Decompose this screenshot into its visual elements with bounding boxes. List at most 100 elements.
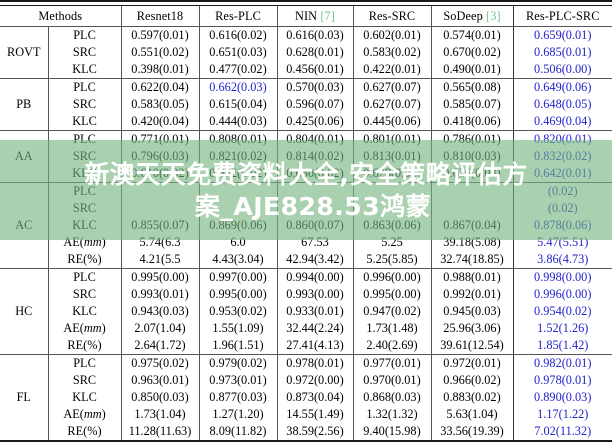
table-cell: 0.506(0.00) [512, 61, 612, 79]
table-cell: 0.970(0.01) [352, 372, 431, 389]
table-cell: 1.85(1.42) [512, 337, 612, 355]
table-cell: 0.883(0.02) [430, 389, 513, 406]
table-cell: 0.954(0.02) [512, 303, 612, 320]
table-cell: 1.55(1.09) [198, 320, 277, 337]
table-cell: 4.21(5.5 [139, 252, 181, 267]
table-cell: 4.43(3.04) [198, 251, 277, 269]
table-cell: 5.74(6.3 [139, 235, 181, 250]
table-cell: 0.972(0.00) [276, 372, 353, 389]
metric-label: SRC [48, 44, 122, 61]
metric-label: RE(%) [48, 337, 122, 355]
table-cell [352, 200, 431, 217]
table-cell: 0.821(0.02) [198, 148, 277, 165]
table-cell: 0.850(0.03) [131, 390, 189, 405]
table-cell: 0.855(0.07) [131, 218, 189, 233]
table-cell: 0.813(0.01) [352, 148, 431, 165]
table-cell: 2.40(2.69) [352, 337, 431, 355]
table-cell: 0.878(0.06) [512, 217, 612, 234]
table-row: KLC 0.398(0.01) 0.477(0.02) 0.456(0.01) 0.42… [0, 61, 612, 79]
table-cell: 0.649(0.06) [512, 78, 612, 96]
table-cell: 27.41(4.13) [276, 337, 353, 355]
table-cell: 0.469(0.04) [512, 113, 612, 131]
table-cell: 0.615(0.04) [198, 96, 277, 113]
table-cell: 0.947(0.02) [352, 303, 431, 320]
group-label-hc: HC [0, 268, 49, 355]
table-row: AC PLC (0.02) [0, 182, 612, 269]
table-row: AA PLC 0.771(0.01) 0.808(0.01) 0.804(0.01) 0.… [0, 130, 612, 183]
table-cell: 0.933(0.01) [276, 303, 353, 320]
table-header-row: Methods Resnet18 Res-PLC NIN [7] Res-SRC SoDe… [0, 5, 612, 27]
table-cell: 0.877(0.03) [198, 389, 277, 406]
metric-label: SRC [48, 148, 122, 165]
table-cell: 0.642(0.01) [512, 165, 612, 183]
table-cell: 0.597(0.01) [131, 28, 189, 43]
table-cell: 42.94(3.42) [276, 251, 353, 269]
table-cell: 0.869(0.06) [198, 217, 277, 234]
table-cell: 0.771(0.01) [121, 130, 199, 148]
table-cell: 0.996(0.00) [352, 268, 431, 286]
table-cell: 0.551(0.02) [131, 45, 189, 60]
table-row: SRC 0.963(0.01) 0.973(0.01) 0.972(0.00) 0.97… [0, 372, 612, 389]
citation-ref[interactable]: [3] [482, 8, 501, 23]
metric-label: RE(%) [48, 251, 122, 269]
table-cell: 0.801(0.01) [352, 130, 431, 148]
table-cell [276, 182, 353, 200]
table-cell: 0.627(0.07) [352, 78, 431, 96]
table-cell: 0.796(0.03) [131, 149, 189, 164]
table-cell: 1.73(1.48) [352, 320, 431, 337]
table-cell: 0.804(0.01) [276, 130, 353, 148]
table-cell [276, 200, 353, 217]
table-cell: 1.73(1.04) [134, 407, 186, 422]
citation-ref[interactable]: [7] [317, 8, 335, 23]
table-cell [198, 200, 277, 217]
metric-label: AE(mm) [48, 406, 122, 423]
table-cell: 0.565(0.08) [430, 78, 513, 96]
table-cell: 0.456(0.01) [276, 61, 353, 79]
table-cell: 67.53 [276, 234, 353, 251]
metric-label: RE(%) [48, 423, 122, 441]
table-cell: 0.860(0.07) [276, 217, 353, 234]
column-header-methods: Methods [0, 5, 122, 27]
metric-label: PLC [48, 354, 122, 372]
table-cell: 0.820(0.01) [512, 130, 612, 148]
table-cell: 0.810(0.03) [430, 148, 513, 165]
table-row: RE(%) 4.21(5.5 4.43(3.04) 42.94(3.42) 5.25(5… [0, 251, 612, 269]
table-cell: 0.477(0.02) [198, 61, 277, 79]
column-header-label: Res-SRC [368, 8, 416, 23]
column-header-res-plc-src: Res-PLC-SRC [512, 5, 612, 27]
table-cell: 0.585(0.07) [430, 96, 513, 113]
table-cell: 0.659(0.01) [512, 26, 612, 44]
metric-label: SRC [48, 372, 122, 389]
table-cell: 0.574(0.01) [430, 26, 513, 44]
table-cell: 7.02(11.32) [512, 423, 612, 441]
table-cell: 0.570(0.03) [276, 78, 353, 96]
table-cell: 0.786(0.01) [430, 130, 513, 148]
table-row: SRC (0.02) [0, 200, 612, 217]
table-cell: 33.56(19.39) [430, 423, 513, 441]
table-cell: 0.998(0.00) [512, 268, 612, 286]
table-cell [352, 182, 431, 200]
group-label-rovt: ROVT [0, 26, 49, 79]
table-cell: 0.651(0.03) [198, 44, 277, 61]
table-cell: 0.808(0.01) [198, 130, 277, 148]
column-header-res-plc: Res-PLC [198, 5, 277, 27]
table-cell: 32.44(2.24) [276, 320, 353, 337]
table-cell: 3.86(4.73) [512, 251, 612, 269]
table-cell: 25.96(3.06) [430, 320, 513, 337]
table-cell: 1.32(1.32) [352, 406, 431, 423]
column-header-nin: NIN [7] [276, 5, 353, 27]
table-cell: 0.622(0.04) [121, 78, 199, 96]
table-cell [430, 200, 513, 217]
table-cell: 0.863(0.06) [352, 217, 431, 234]
table-cell: 0.993(0.01) [131, 287, 189, 302]
table-cell: 0.977(0.01) [352, 354, 431, 372]
table-cell: 0.972(0.01) [430, 354, 513, 372]
table-cell: 0.890(0.03) [512, 389, 612, 406]
table-row: SRC 0.551(0.02) 0.651(0.03) 0.628(0.01) 0.58… [0, 44, 612, 61]
table-cell: 8.09(11.82) [198, 423, 277, 441]
table-cell: 0.997(0.00) [198, 268, 277, 286]
table-cell: (0.02) [512, 200, 612, 217]
table-cell: 0.490(0.01) [430, 61, 513, 79]
metric-label: PLC [48, 78, 122, 96]
table-row: AE(mm) 1.73(1.04) 1.27(1.20) 14.55(1.49) 1.3… [0, 406, 612, 423]
